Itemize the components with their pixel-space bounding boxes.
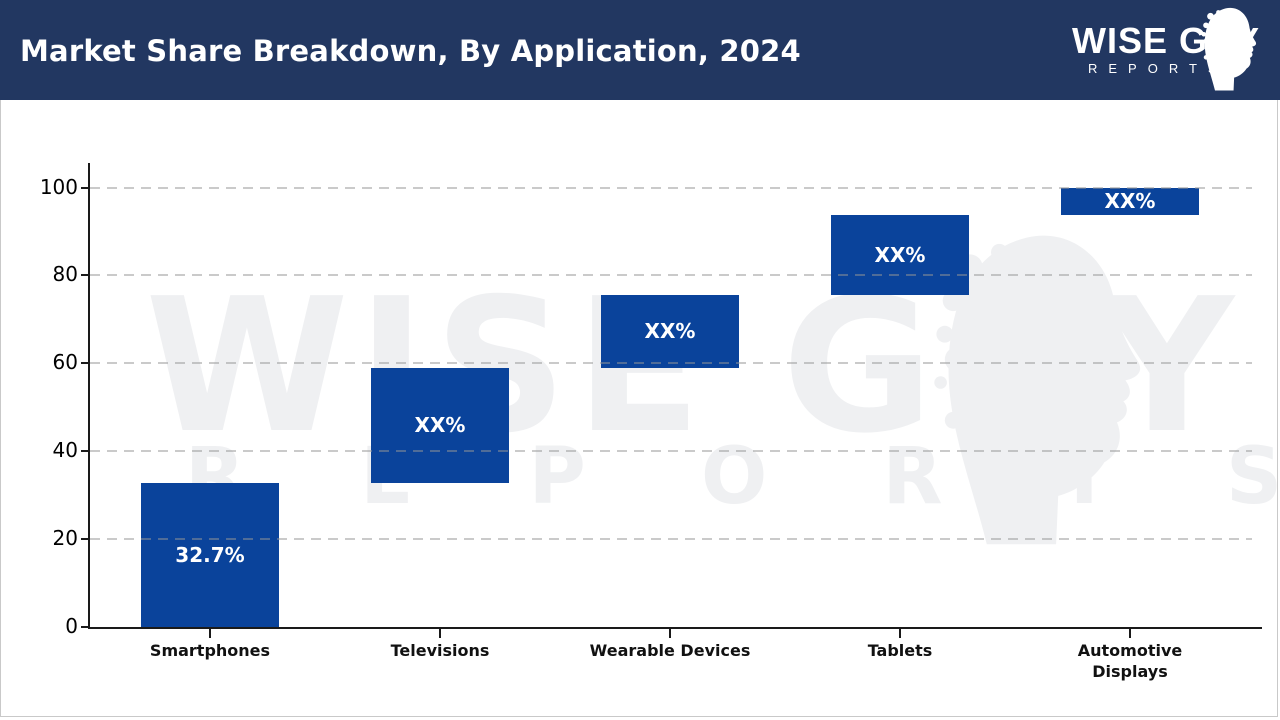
page-border-left: [0, 100, 1, 717]
x-tick-mark: [1129, 629, 1131, 638]
y-tick-mark: [81, 626, 90, 628]
y-tick-mark: [81, 274, 90, 277]
x-category-label: Tablets: [867, 641, 933, 660]
x-tick-mark: [899, 629, 901, 638]
chart-title: Market Share Breakdown, By Application, …: [20, 34, 801, 68]
bar-value-label: 32.7%: [175, 543, 245, 568]
page-border-right: [1277, 100, 1278, 717]
x-category-label: Wearable Devices: [589, 641, 751, 660]
header: Market Share Breakdown, By Application, …: [0, 0, 1280, 100]
gridline-20: [90, 538, 1252, 541]
y-tick-mark: [81, 538, 90, 541]
gridline-40: [90, 450, 1252, 453]
page-border-bottom: [0, 716, 1278, 717]
gridline-60: [90, 362, 1252, 365]
y-tick-label: 20: [52, 526, 78, 551]
x-tick-mark: [209, 629, 211, 638]
y-tick-label: 100: [39, 174, 78, 199]
bar-value-label: XX%: [1104, 189, 1156, 214]
bar-televisions: XX%: [371, 367, 509, 484]
bar-value-label: XX%: [874, 242, 926, 267]
bar-smartphones: 32.7%: [141, 483, 279, 627]
bar-value-label: XX%: [644, 319, 696, 344]
y-tick-label: 0: [65, 614, 78, 638]
brand-tagline: REPORTS: [1088, 61, 1228, 76]
x-category-label: Televisions: [390, 641, 490, 660]
bar-tablets: XX%: [831, 214, 969, 296]
y-tick-label: 60: [52, 350, 78, 375]
x-tick-mark: [669, 629, 671, 638]
bar-wearable-devices: XX%: [601, 295, 739, 368]
y-tick-label: 40: [52, 438, 78, 463]
y-tick-mark: [81, 450, 90, 453]
y-tick-mark: [81, 362, 90, 365]
gridline-80: [90, 274, 1252, 277]
bar-value-label: XX%: [414, 413, 466, 438]
y-tick-label: 80: [52, 262, 78, 287]
x-tick-mark: [439, 629, 441, 638]
x-category-label: Automotive Displays: [1077, 641, 1183, 681]
y-axis-line: [88, 163, 90, 628]
bar-automotive-displays: XX%: [1061, 187, 1199, 215]
brand-logo: WISE GUY REPORTS: [1032, 0, 1272, 100]
gridline-100: [90, 186, 1252, 189]
y-tick-mark: [81, 186, 90, 189]
x-axis-line: [88, 627, 1262, 629]
brand-face-icon: [1194, 5, 1272, 95]
x-category-label: Smartphones: [149, 641, 271, 660]
